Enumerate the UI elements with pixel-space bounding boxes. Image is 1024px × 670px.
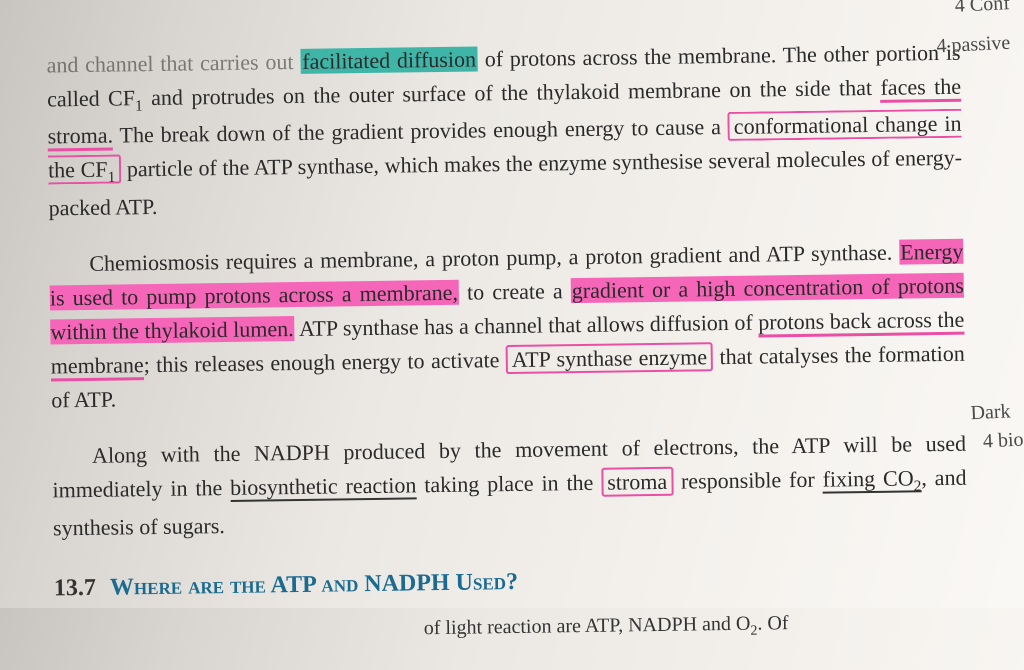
section-number: 13.7 xyxy=(54,575,96,602)
text: of light reaction are ATP, NADPH and O xyxy=(424,612,751,639)
margin-note-dark: Dark xyxy=(970,400,1011,425)
margin-note-biosy: 4 biosy xyxy=(982,428,1024,454)
text: particle of the ATP synthase, which make… xyxy=(48,145,962,220)
section-heading: 13.7 Where are the ATP and NADPH Used? xyxy=(54,562,968,602)
text: to create a xyxy=(459,278,571,305)
text: responsible for xyxy=(673,467,823,494)
subscript: 1 xyxy=(108,169,116,186)
paragraph-3: Along with the NADPH produced by the mov… xyxy=(52,427,967,545)
bottom-cut-line: of light reaction are ATP, NADPH and O2.… xyxy=(54,609,968,649)
paragraph-1: and channel that carries out facilitated… xyxy=(46,36,962,226)
box-atp-synthase-enzyme: ATP synthase enzyme xyxy=(506,342,714,374)
text: The break down of the gradient provides … xyxy=(113,114,728,148)
box-stroma: stroma xyxy=(601,467,673,497)
underline-fixing-co2: fixing CO2 xyxy=(822,466,921,494)
faint-line: and channel that carries out xyxy=(46,49,300,78)
text: ATP synthase has a channel that allows d… xyxy=(294,310,758,341)
text: and protrudes on the outer surface of th… xyxy=(143,75,881,110)
text: fixing CO xyxy=(822,466,913,492)
text: . Of xyxy=(757,612,788,634)
text: ; this releases enough energy to activat… xyxy=(143,347,505,377)
margin-note-passive: 4 passive xyxy=(936,32,1011,59)
highlight-facilitated-diffusion: facilitated diffusion xyxy=(300,46,478,73)
paragraph-2: Chemiosmosis requires a membrane, a prot… xyxy=(49,235,965,418)
margin-note-conf: 4 Conf xyxy=(954,0,1010,18)
text: Chemiosmosis requires a membrane, a prot… xyxy=(89,239,899,275)
textbook-page: 4 Conf 4 passive Dark 4 biosy and channe… xyxy=(0,0,1024,670)
text: taking place in the xyxy=(416,470,601,498)
section-title: Where are the ATP and NADPH Used? xyxy=(110,569,518,601)
underline-biosynthetic: biosynthetic reaction xyxy=(230,473,417,503)
